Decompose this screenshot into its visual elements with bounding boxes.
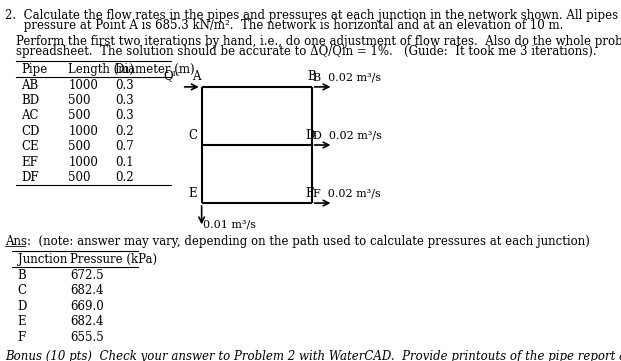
Text: AC: AC: [21, 109, 39, 122]
Text: 1000: 1000: [68, 78, 98, 92]
Text: 500: 500: [68, 109, 91, 122]
Text: 0.3: 0.3: [115, 94, 134, 107]
Text: Pipe: Pipe: [21, 63, 47, 76]
Text: 0.01 m³/s: 0.01 m³/s: [204, 219, 256, 229]
Text: 0.3: 0.3: [115, 78, 134, 92]
Text: DF: DF: [21, 171, 39, 184]
Text: 500: 500: [68, 94, 91, 107]
Text: B  0.02 m³/s: B 0.02 m³/s: [313, 73, 381, 83]
Text: 682.4: 682.4: [70, 316, 104, 329]
Text: F: F: [306, 187, 314, 200]
Text: 682.4: 682.4: [70, 284, 104, 297]
Text: EF: EF: [21, 156, 38, 169]
Text: F: F: [17, 331, 26, 344]
Text: 1000: 1000: [68, 156, 98, 169]
Text: 0.2: 0.2: [115, 171, 134, 184]
Text: 500: 500: [68, 140, 91, 153]
Text: 0.7: 0.7: [115, 140, 134, 153]
Text: 0.2: 0.2: [115, 125, 134, 138]
Text: Perform the first two iterations by hand, i.e., do one adjustment of flow rates.: Perform the first two iterations by hand…: [16, 35, 621, 48]
Text: 0.1: 0.1: [115, 156, 134, 169]
Text: F  0.02 m³/s: F 0.02 m³/s: [313, 189, 381, 199]
Text: D  0.02 m³/s: D 0.02 m³/s: [313, 131, 382, 141]
Text: CD: CD: [21, 125, 40, 138]
Text: 500: 500: [68, 171, 91, 184]
Text: spreadsheet.  The solution should be accurate to ΔQ/Qin = 1%.   (Guide:  It took: spreadsheet. The solution should be accu…: [16, 45, 596, 58]
Text: AB: AB: [21, 78, 39, 92]
Text: CE: CE: [21, 140, 39, 153]
Text: D: D: [17, 300, 27, 313]
Text: D: D: [305, 129, 315, 142]
Text: E: E: [17, 316, 26, 329]
Text: pressure at Point A is 685.3 kN/m².  The network is horizontal and at an elevati: pressure at Point A is 685.3 kN/m². The …: [5, 19, 563, 32]
Text: C: C: [188, 129, 197, 142]
Text: 2.  Calculate the flow rates in the pipes and pressures at each junction in the : 2. Calculate the flow rates in the pipes…: [5, 9, 621, 22]
Text: 0.3: 0.3: [115, 109, 134, 122]
Text: E: E: [188, 187, 197, 200]
Text: B: B: [307, 70, 316, 83]
Text: Bonus (10 pts)  Check your answer to Problem 2 with WaterCAD.  Provide printouts: Bonus (10 pts) Check your answer to Prob…: [5, 350, 621, 361]
Text: A: A: [192, 70, 201, 83]
Text: 655.5: 655.5: [70, 331, 104, 344]
Text: Diameter (m): Diameter (m): [115, 63, 194, 76]
Text: Junction: Junction: [17, 253, 67, 266]
Text: Pressure (kPa): Pressure (kPa): [70, 253, 157, 266]
Text: 1000: 1000: [68, 125, 98, 138]
Text: Length (m): Length (m): [68, 63, 134, 76]
Text: 669.0: 669.0: [70, 300, 104, 313]
Text: 672.5: 672.5: [70, 269, 104, 282]
Text: C: C: [17, 284, 27, 297]
Text: Qᴵᶜ: Qᴵᶜ: [163, 69, 180, 82]
Text: Ans:  (note: answer may vary, depending on the path used to calculate pressures : Ans: (note: answer may vary, depending o…: [5, 235, 590, 248]
Text: BD: BD: [21, 94, 39, 107]
Text: B: B: [17, 269, 26, 282]
